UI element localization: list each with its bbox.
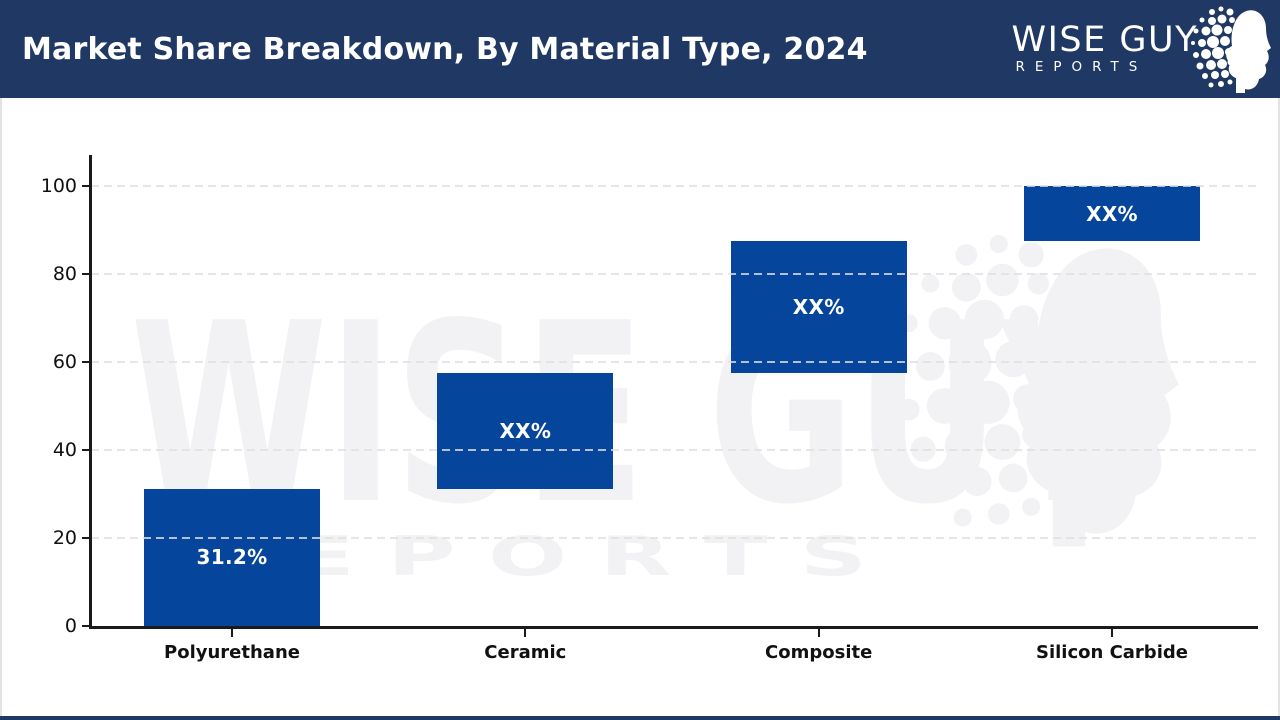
watermark-head-icon [890, 235, 1179, 547]
gridline [91, 361, 1258, 363]
y-tick-label: 100 [40, 175, 77, 197]
gridline [91, 185, 1258, 187]
y-axis-tick [82, 625, 91, 627]
gridline [91, 449, 1258, 451]
y-tick-label: 0 [64, 615, 77, 637]
logo-subtitle: REPORTS [1015, 59, 1148, 76]
y-tick-label: 80 [52, 263, 77, 285]
x-axis [89, 626, 1258, 629]
bar-value-label: XX% [1086, 201, 1138, 226]
y-axis-tick [82, 361, 91, 363]
bar-ceramic: XX% [437, 373, 614, 489]
category-label: Composite [765, 642, 873, 663]
category-label: Silicon Carbide [1035, 642, 1188, 663]
x-axis-tick [524, 629, 527, 637]
dotted-head-icon [1191, 6, 1271, 93]
y-axis-tick [82, 537, 91, 539]
bar-value-label: XX% [499, 418, 552, 443]
x-axis-tick [817, 629, 820, 637]
chart-title: Market Share Breakdown, By Material Type… [22, 31, 868, 67]
bar-value-label: XX% [792, 295, 845, 320]
y-tick-label: 40 [52, 439, 77, 461]
x-axis-tick [231, 629, 233, 637]
gridline [91, 537, 1258, 539]
logo-wordmark: WISE GUY [1011, 20, 1198, 61]
x-axis-tick [1110, 629, 1113, 637]
gridline [91, 273, 1258, 275]
bar-silicon-carbide: XX% [1023, 186, 1200, 242]
wise-guy-logo: WISE GUY REPORTS [1011, 4, 1272, 94]
y-axis-tick [82, 185, 91, 187]
bar-value-label: 31.2% [196, 545, 268, 570]
footer-accent-strip [0, 716, 1280, 720]
bar-composite: XX% [730, 241, 907, 373]
y-axis-tick [82, 449, 91, 451]
header-bar: Market Share Breakdown, By Material Type… [0, 0, 1280, 98]
y-axis-tick [82, 273, 91, 275]
category-label: Polyurethane [164, 642, 300, 663]
y-axis [89, 155, 92, 629]
category-label: Ceramic [484, 642, 567, 663]
y-tick-label: 20 [52, 527, 77, 549]
y-tick-label: 60 [52, 351, 77, 373]
bar-polyurethane: 31.2% [144, 488, 320, 626]
plot-area: WISE GUY R E P O R T S 0 20 40 60 80 100 31.2%… [0, 98, 1280, 716]
